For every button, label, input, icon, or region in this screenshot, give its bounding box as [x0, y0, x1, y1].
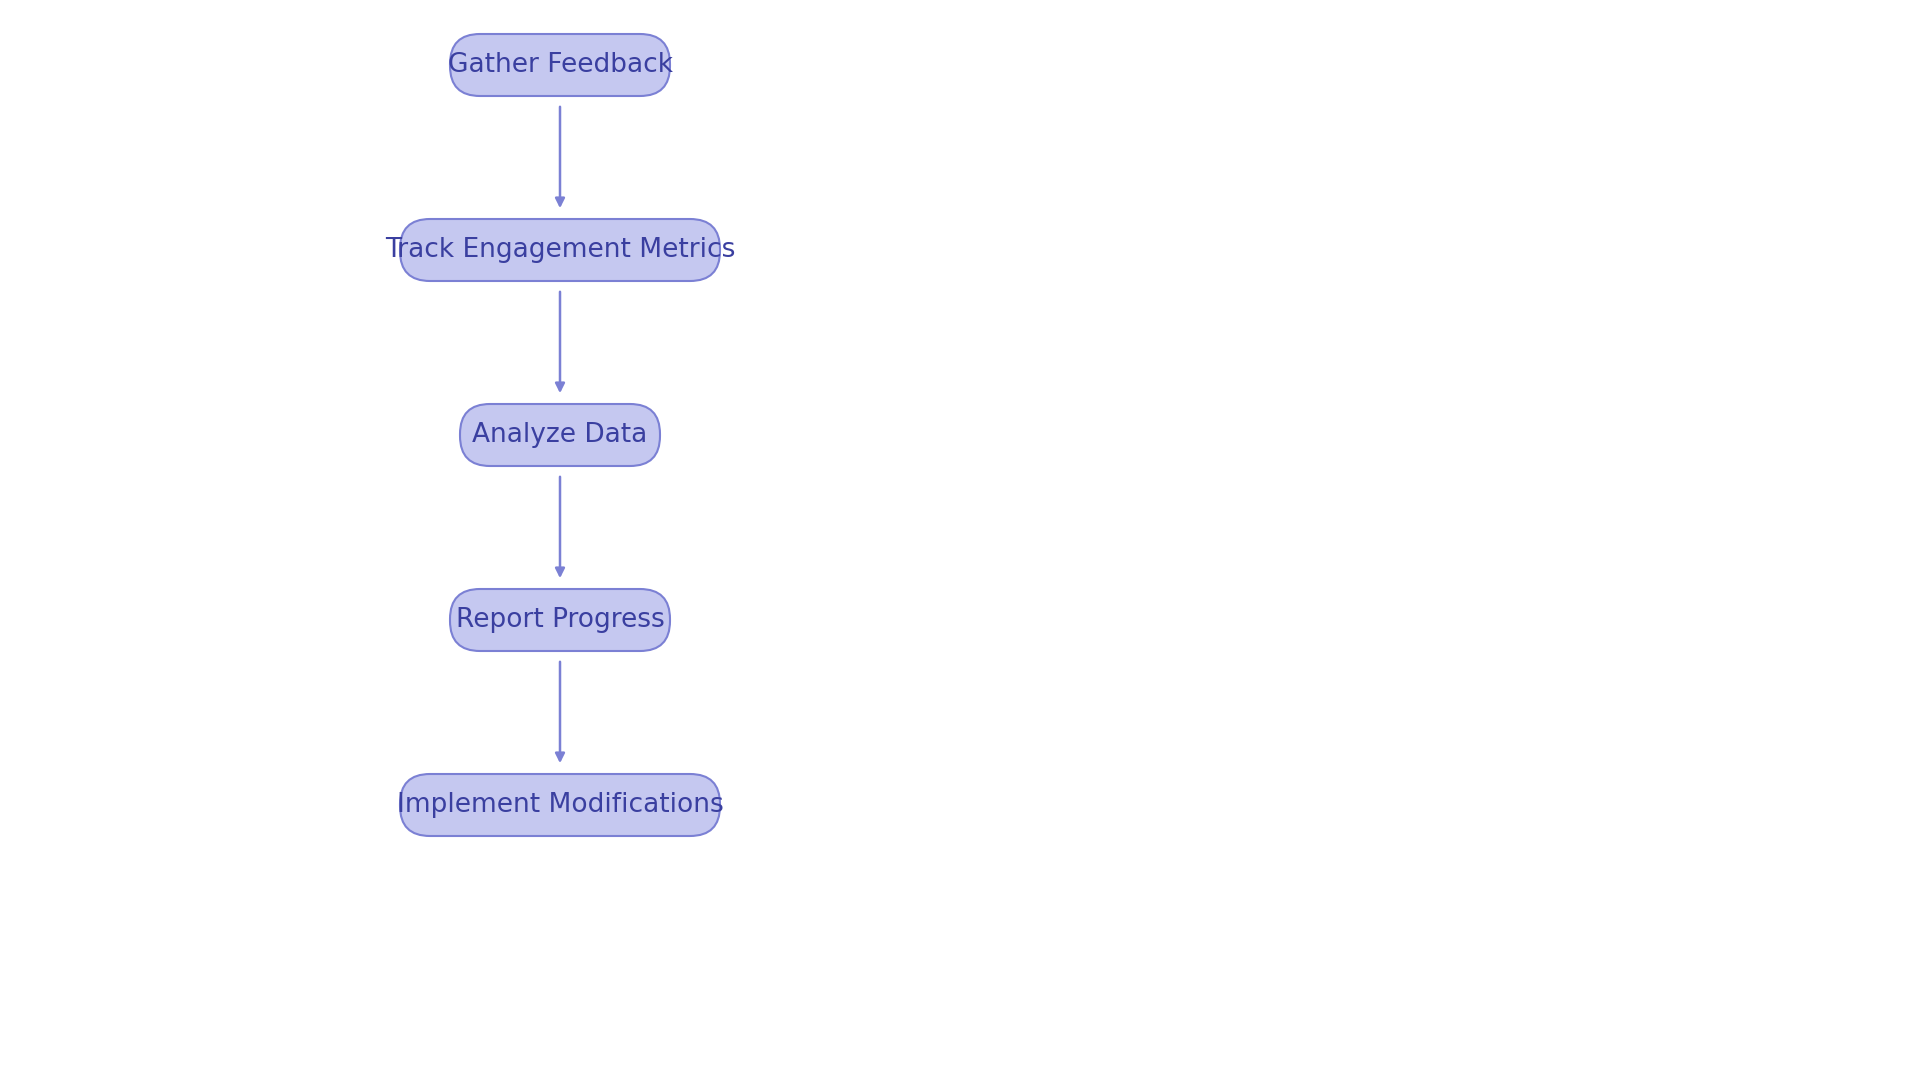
- Text: Track Engagement Metrics: Track Engagement Metrics: [384, 237, 735, 263]
- FancyBboxPatch shape: [449, 589, 670, 651]
- FancyBboxPatch shape: [399, 774, 720, 836]
- FancyBboxPatch shape: [399, 219, 720, 280]
- Text: Implement Modifications: Implement Modifications: [397, 792, 724, 818]
- FancyBboxPatch shape: [461, 404, 660, 466]
- Text: Report Progress: Report Progress: [455, 606, 664, 632]
- FancyBboxPatch shape: [449, 34, 670, 96]
- Text: Analyze Data: Analyze Data: [472, 422, 647, 448]
- Text: Gather Feedback: Gather Feedback: [447, 52, 672, 78]
